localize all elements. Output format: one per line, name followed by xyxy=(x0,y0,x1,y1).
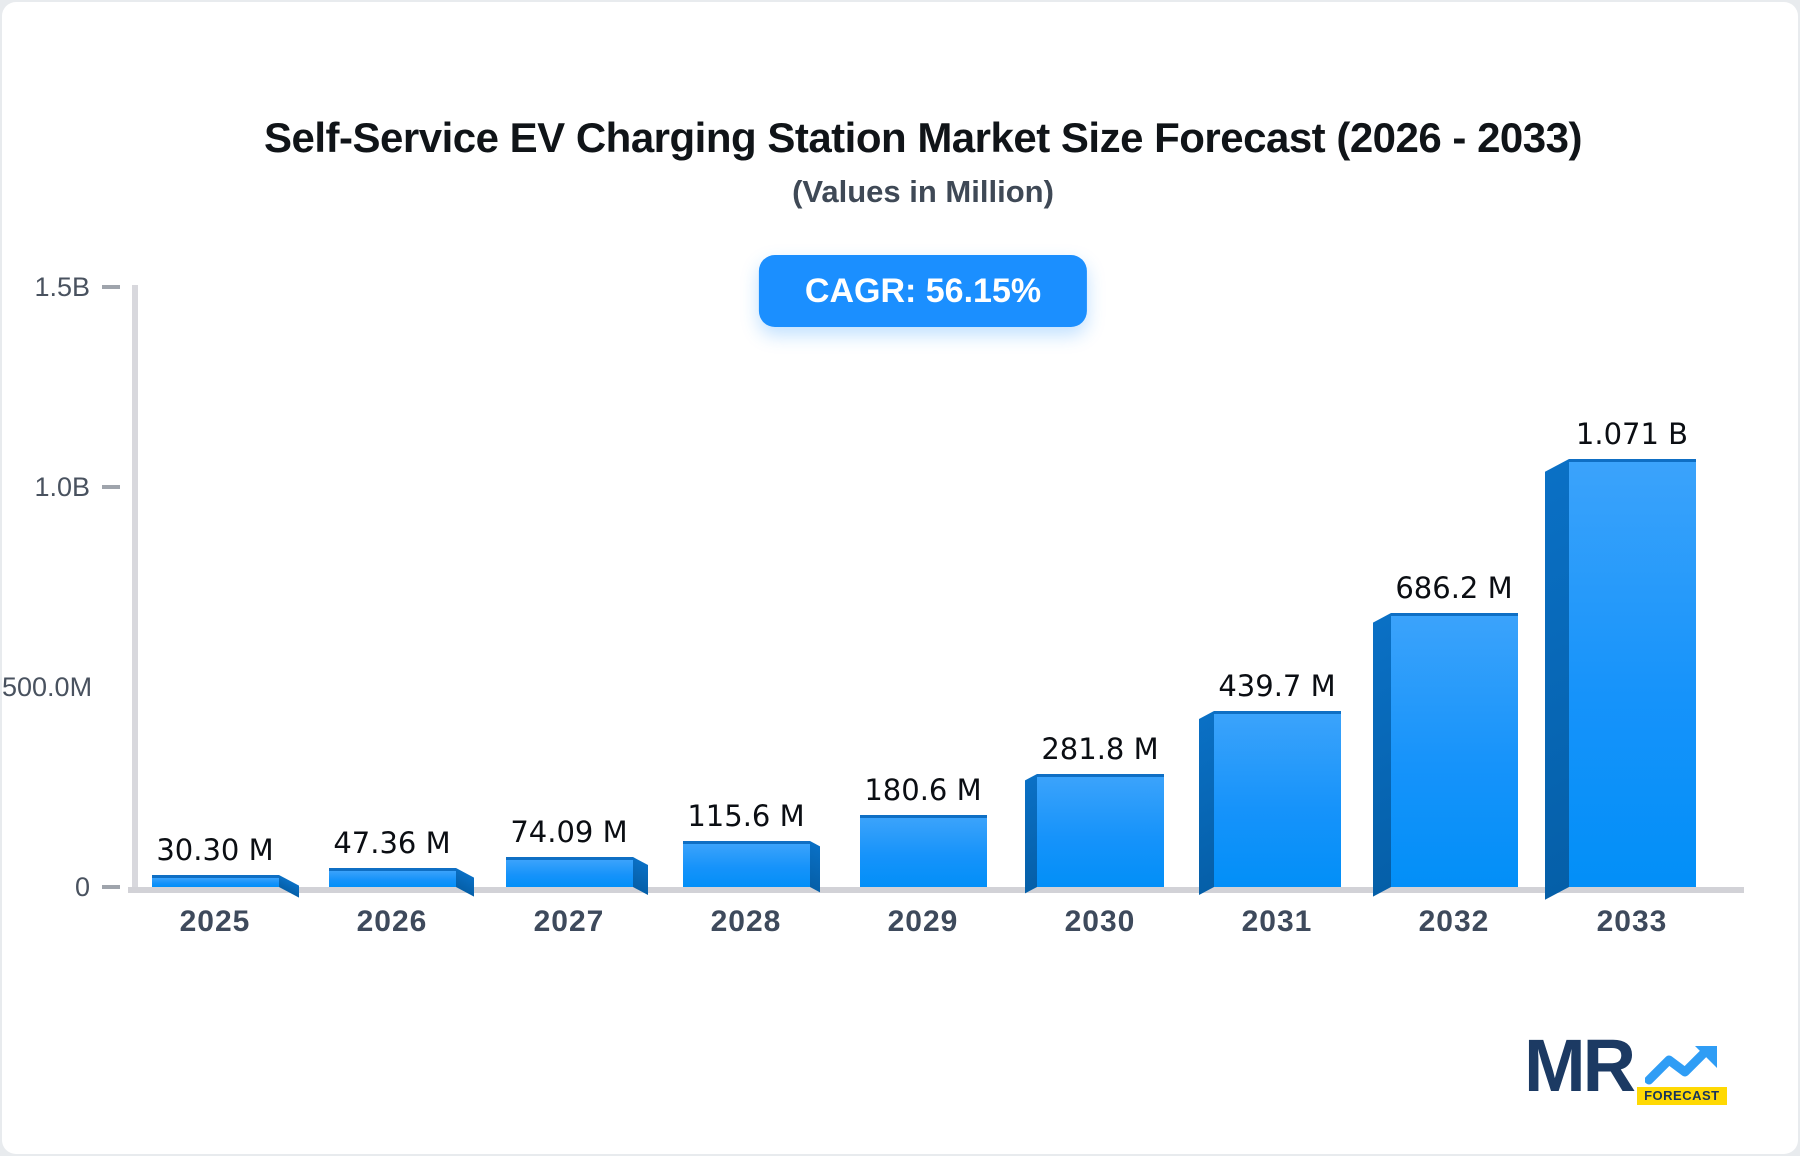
bar-value-label-2033: 1.071 B xyxy=(1575,417,1689,451)
y-axis xyxy=(132,285,138,891)
bar-value-label-2025: 30.30 M xyxy=(156,833,274,867)
x-category-label-2028: 2028 xyxy=(710,905,782,938)
bar-value-label-2027: 74.09 M xyxy=(510,815,628,849)
y-tick-label-1.0B: 1.0B xyxy=(34,472,90,502)
bar-value-label-2030: 281.8 M xyxy=(1041,732,1159,766)
bar-2026[interactable] xyxy=(328,868,456,887)
bar-value-label-2028: 115.6 M xyxy=(687,799,805,833)
x-category-label-2029: 2029 xyxy=(887,905,959,938)
cagr-badge: CAGR: 56.15% xyxy=(758,255,1088,327)
x-category-label-2026: 2026 xyxy=(356,905,428,938)
x-category-label-2030: 2030 xyxy=(1064,905,1136,938)
chart-title: Self-Service EV Charging Station Market … xyxy=(263,114,1583,161)
x-category-label-2031: 2031 xyxy=(1241,905,1313,938)
bar-value-label-2032: 686.2 M xyxy=(1395,571,1513,605)
y-tick-0 xyxy=(102,885,120,889)
bar-2027[interactable] xyxy=(505,857,633,887)
x-category-label-2027: 2027 xyxy=(533,905,605,938)
x-category-label-2032: 2032 xyxy=(1418,905,1490,938)
bar-2031[interactable] xyxy=(1213,711,1341,887)
logo-text: MR xyxy=(1524,1024,1636,1107)
bar-2030[interactable] xyxy=(1036,774,1164,887)
bar-value-label-2029: 180.6 M xyxy=(864,773,982,807)
bar-2032[interactable] xyxy=(1390,613,1518,887)
bar-value-label-2026: 47.36 M xyxy=(333,826,451,860)
y-tick-label-0: 0 xyxy=(74,872,90,902)
bar-side-2032 xyxy=(1372,613,1391,897)
trend-arrow-icon xyxy=(1644,1046,1717,1085)
x-axis xyxy=(128,887,1744,893)
chart-subtitle: (Values in Million) xyxy=(792,174,1054,209)
x-category-label-2025: 2025 xyxy=(179,905,251,938)
bar-side-2031 xyxy=(1198,711,1214,895)
bar-2033[interactable] xyxy=(1568,459,1696,887)
bar-value-label-2031: 439.7 M xyxy=(1218,669,1336,703)
y-tick-1.5B xyxy=(102,285,120,289)
x-category-label-2033: 2033 xyxy=(1596,905,1668,938)
bar-2028[interactable] xyxy=(682,841,810,887)
y-tick-label-500.0M: 500.0M xyxy=(2,672,93,702)
mr-forecast-logo: MR FORECAST xyxy=(1524,1024,1727,1107)
bar-2029[interactable] xyxy=(859,815,987,887)
logo-forecast-label: FORECAST xyxy=(1637,1087,1727,1105)
y-tick-label-1.5B: 1.5B xyxy=(34,272,90,302)
bar-side-2033 xyxy=(1544,459,1569,900)
bar-2025[interactable] xyxy=(151,875,279,887)
bar-side-2025 xyxy=(278,875,299,898)
bar-side-2030 xyxy=(1024,774,1037,894)
y-tick-1.0B xyxy=(102,485,120,489)
bar-side-2028 xyxy=(809,841,820,893)
